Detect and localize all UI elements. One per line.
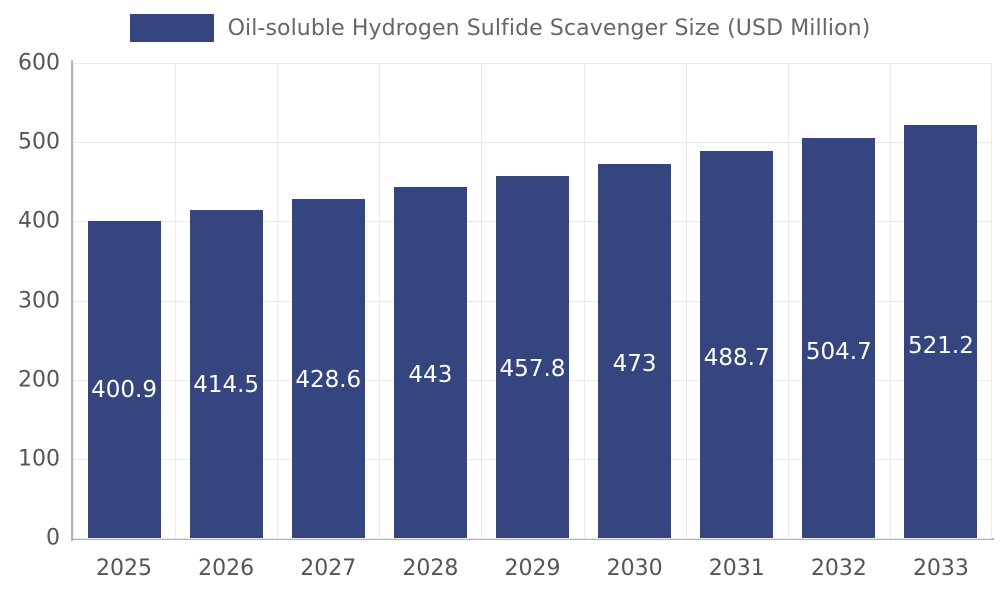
gridline-vertical	[379, 63, 380, 538]
chart-legend: Oil-soluble Hydrogen Sulfide Scavenger S…	[0, 0, 1000, 56]
y-axis-tick-label: 0	[46, 525, 60, 551]
x-axis-line	[71, 538, 994, 540]
legend-item[interactable]: Oil-soluble Hydrogen Sulfide Scavenger S…	[129, 14, 871, 42]
x-axis-tick-label: 2027	[300, 556, 357, 581]
gridline-vertical	[788, 63, 789, 538]
x-axis-tick-label: 2030	[606, 556, 663, 581]
x-axis-tick-label: 2028	[402, 556, 459, 581]
bar[interactable]: 400.9	[87, 220, 161, 538]
y-axis-tick-label: 400	[18, 208, 60, 234]
x-axis-tick-label: 2029	[504, 556, 561, 581]
x-axis-tick-label: 2033	[912, 556, 969, 581]
plot-area: 400.9 414.5 428.6 443 457.8 473 488.7 504.7 521.…	[73, 63, 992, 539]
x-axis-tick-label: 2026	[198, 556, 255, 581]
gridline-vertical	[481, 63, 482, 538]
y-axis-tick-label: 300	[18, 288, 60, 313]
x-axis-tick-label: 2025	[96, 556, 153, 581]
bar-value-label: 414.5	[193, 372, 260, 399]
bar-value-label: 473	[612, 350, 657, 377]
gridline-vertical	[686, 63, 687, 538]
y-axis-tick-label: 100	[18, 446, 60, 472]
gridline-vertical	[890, 63, 891, 538]
bar[interactable]: 414.5	[189, 209, 263, 538]
bar-value-label: 428.6	[295, 367, 362, 394]
y-axis-tick-label: 200	[18, 367, 60, 393]
legend-item-label: Oil-soluble Hydrogen Sulfide Scavenger S…	[227, 15, 871, 41]
bar-value-label: 443	[408, 361, 453, 388]
legend-color-swatch	[129, 14, 214, 42]
bar[interactable]: 443	[393, 187, 467, 538]
gridline-vertical	[584, 63, 585, 538]
x-axis-tick-label: 2031	[708, 556, 765, 581]
bar[interactable]: 457.8	[495, 175, 569, 538]
gridline-horizontal	[73, 63, 992, 64]
bar-value-label: 457.8	[499, 356, 566, 383]
gridline-vertical	[73, 63, 74, 538]
bar-value-label: 521.2	[908, 333, 974, 360]
y-axis-tick-label: 500	[18, 129, 60, 155]
bar[interactable]: 521.2	[904, 125, 978, 538]
bar[interactable]: 473	[598, 163, 672, 538]
bar[interactable]: 488.7	[700, 151, 774, 538]
bar[interactable]: 504.7	[802, 138, 876, 538]
gridline-vertical	[991, 63, 992, 538]
bar-value-label: 488.7	[703, 345, 770, 372]
bar-value-label: 504.7	[805, 339, 872, 366]
x-axis-tick-label: 2032	[810, 556, 867, 581]
bar[interactable]: 428.6	[291, 198, 365, 538]
bar-value-label: 400.9	[91, 377, 157, 404]
gridline-horizontal	[73, 538, 992, 539]
gridline-vertical	[277, 63, 278, 538]
gridline-horizontal	[73, 142, 992, 144]
y-axis-line	[71, 60, 73, 541]
gridline-vertical	[175, 63, 176, 538]
